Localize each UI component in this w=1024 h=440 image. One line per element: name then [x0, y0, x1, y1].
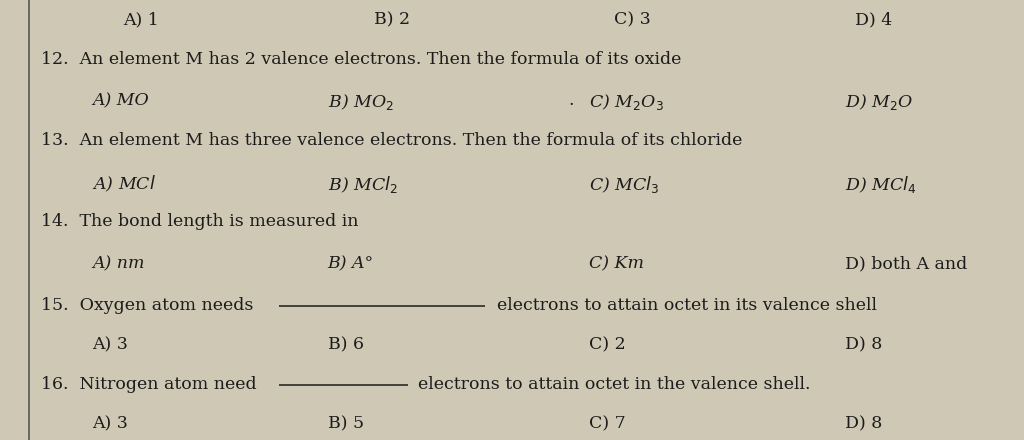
Text: electrons to attain octet in the valence shell.: electrons to attain octet in the valence… [418, 376, 810, 393]
Text: 12.  An element M has 2 valence electrons. Then the formula of its oxide: 12. An element M has 2 valence electrons… [41, 51, 681, 68]
Text: B) MO$_2$: B) MO$_2$ [328, 92, 393, 112]
Text: A) MO: A) MO [92, 92, 148, 110]
Text: D) 8: D) 8 [845, 337, 882, 354]
Text: C) Km: C) Km [589, 255, 644, 272]
Text: .: . [568, 92, 573, 110]
Text: A) 3: A) 3 [92, 416, 128, 433]
Text: C) 7: C) 7 [589, 416, 626, 433]
Text: B) 6: B) 6 [328, 337, 364, 354]
Text: B) MC$l_2$: B) MC$l_2$ [328, 174, 397, 195]
Text: B) 2: B) 2 [374, 11, 410, 28]
Text: C) MC$l_3$: C) MC$l_3$ [589, 174, 659, 195]
Text: C) 2: C) 2 [589, 337, 626, 354]
Text: B) 5: B) 5 [328, 416, 364, 433]
Text: D) both A and: D) both A and [845, 255, 967, 272]
Text: A) MC$l$: A) MC$l$ [92, 174, 157, 194]
Text: A) 3: A) 3 [92, 337, 128, 354]
Text: 13.  An element M has three valence electrons. Then the formula of its chloride: 13. An element M has three valence elect… [41, 132, 742, 149]
Text: B) A°: B) A° [328, 255, 374, 272]
Text: electrons to attain octet in its valence shell: electrons to attain octet in its valence… [497, 297, 877, 314]
Text: D) 4: D) 4 [855, 11, 892, 28]
Text: D) M$_2$O: D) M$_2$O [845, 92, 913, 112]
Text: C) M$_2$O$_3$: C) M$_2$O$_3$ [589, 92, 664, 112]
Text: 15.  Oxygen atom needs: 15. Oxygen atom needs [41, 297, 253, 314]
Text: A) 1: A) 1 [123, 11, 159, 28]
Text: 16.  Nitrogen atom need: 16. Nitrogen atom need [41, 376, 257, 393]
Text: 14.  The bond length is measured in: 14. The bond length is measured in [41, 213, 358, 231]
Text: D) 8: D) 8 [845, 416, 882, 433]
Text: D) MC$l_4$: D) MC$l_4$ [845, 174, 916, 195]
Text: C) 3: C) 3 [614, 11, 651, 28]
Text: A) nm: A) nm [92, 255, 144, 272]
